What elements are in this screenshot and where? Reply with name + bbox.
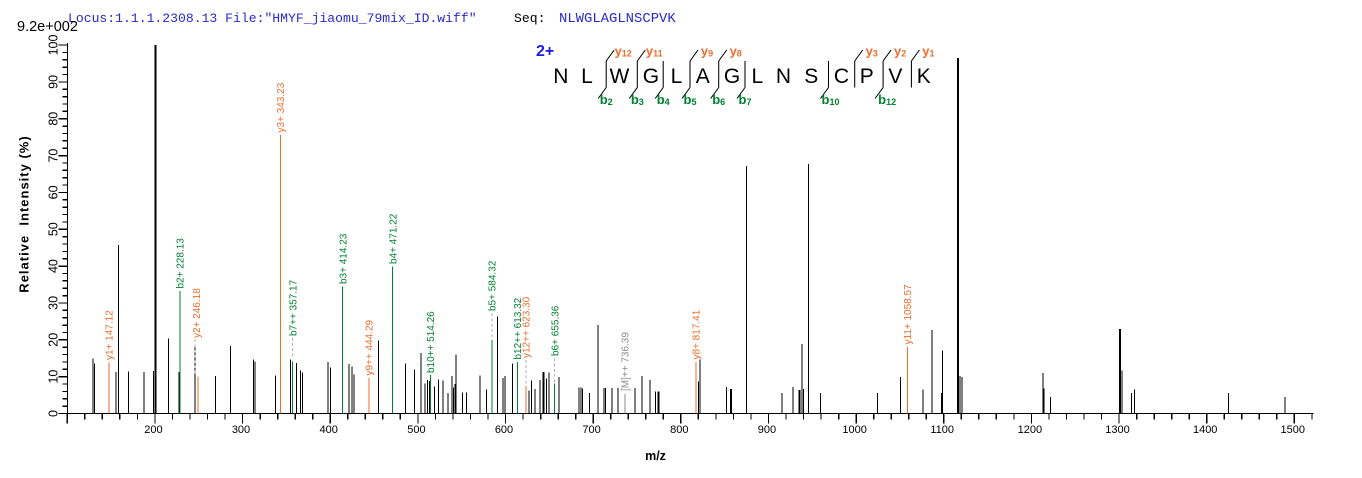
svg-text:C: C [834, 65, 849, 88]
svg-text:200: 200 [144, 424, 162, 436]
svg-text:70: 70 [47, 149, 61, 163]
svg-text:V: V [888, 65, 902, 88]
svg-text:b2+ 228.13: b2+ 228.13 [176, 238, 187, 289]
svg-text:L: L [751, 65, 763, 88]
svg-text:9.2e+002: 9.2e+002 [17, 19, 78, 35]
svg-text:10: 10 [47, 370, 61, 384]
svg-text:90: 90 [47, 75, 61, 89]
svg-text:[M]++ 736.39: [M]++ 736.39 [621, 332, 632, 391]
svg-text:L: L [581, 65, 593, 88]
svg-text:N: N [553, 65, 568, 88]
svg-text:b6+ 655.36: b6+ 655.36 [550, 305, 561, 356]
svg-text:L: L [671, 65, 683, 88]
svg-text:30: 30 [47, 296, 61, 310]
svg-text:y3+ 343.23: y3+ 343.23 [276, 82, 287, 132]
svg-text:y8+ 817.41: y8+ 817.41 [692, 309, 703, 359]
svg-text:1100: 1100 [930, 424, 954, 436]
svg-text:300: 300 [232, 424, 250, 436]
svg-text:N: N [776, 65, 791, 88]
svg-text:20: 20 [47, 333, 61, 347]
svg-text:K: K [917, 65, 931, 88]
svg-text:2+: 2+ [536, 43, 554, 60]
svg-text:80: 80 [47, 112, 61, 126]
svg-text:W: W [609, 65, 629, 88]
svg-text:600: 600 [495, 424, 513, 436]
svg-text:800: 800 [670, 424, 688, 436]
svg-text:b10++ 514.26: b10++ 514.26 [426, 311, 437, 373]
svg-text:0: 0 [47, 410, 61, 417]
svg-text:y9++ 444.29: y9++ 444.29 [365, 319, 376, 375]
svg-text:700: 700 [582, 424, 600, 436]
svg-text:b5+ 584.32: b5+ 584.32 [487, 260, 498, 311]
svg-text:400: 400 [320, 424, 338, 436]
svg-text:1400: 1400 [1193, 424, 1217, 436]
svg-text:Seq:: Seq: [514, 11, 545, 26]
svg-text:S: S [804, 65, 818, 88]
svg-text:A: A [696, 65, 710, 88]
svg-text:60: 60 [47, 185, 61, 199]
svg-text:100: 100 [47, 35, 61, 56]
svg-text:b3+ 414.23: b3+ 414.23 [338, 233, 349, 284]
svg-text:y12++ 623.30: y12++ 623.30 [522, 296, 533, 358]
svg-text:NLWGLAGLNSCPVK: NLWGLAGLNSCPVK [559, 11, 676, 27]
svg-text:G: G [724, 65, 740, 88]
svg-text:G: G [643, 65, 659, 88]
svg-text:1200: 1200 [1018, 424, 1042, 436]
svg-text:y2+ 246.18: y2+ 246.18 [192, 288, 203, 338]
svg-text:Locus:1.1.1.2308.13 File:"HMYF: Locus:1.1.1.2308.13 File:"HMYF_jiaomu_79… [68, 11, 477, 26]
svg-text:y11+ 1058.57: y11+ 1058.57 [903, 284, 914, 345]
svg-text:500: 500 [407, 424, 425, 436]
svg-text:1500: 1500 [1281, 424, 1305, 436]
svg-text:b7++ 357.17: b7++ 357.17 [288, 279, 299, 336]
svg-text:P: P [860, 65, 874, 88]
svg-text:m/z: m/z [645, 449, 666, 463]
svg-text:b12++ 613.32: b12++ 613.32 [513, 297, 524, 359]
svg-text:40: 40 [47, 259, 61, 273]
svg-text:y1+ 147.12: y1+ 147.12 [105, 310, 116, 360]
svg-text:1300: 1300 [1105, 424, 1129, 436]
svg-text:900: 900 [758, 424, 776, 436]
svg-text:50: 50 [47, 222, 61, 236]
svg-text:b4+ 471.22: b4+ 471.22 [388, 213, 399, 264]
svg-text:1000: 1000 [842, 424, 866, 436]
svg-text:Relative Intensity (%): Relative Intensity (%) [17, 135, 32, 292]
